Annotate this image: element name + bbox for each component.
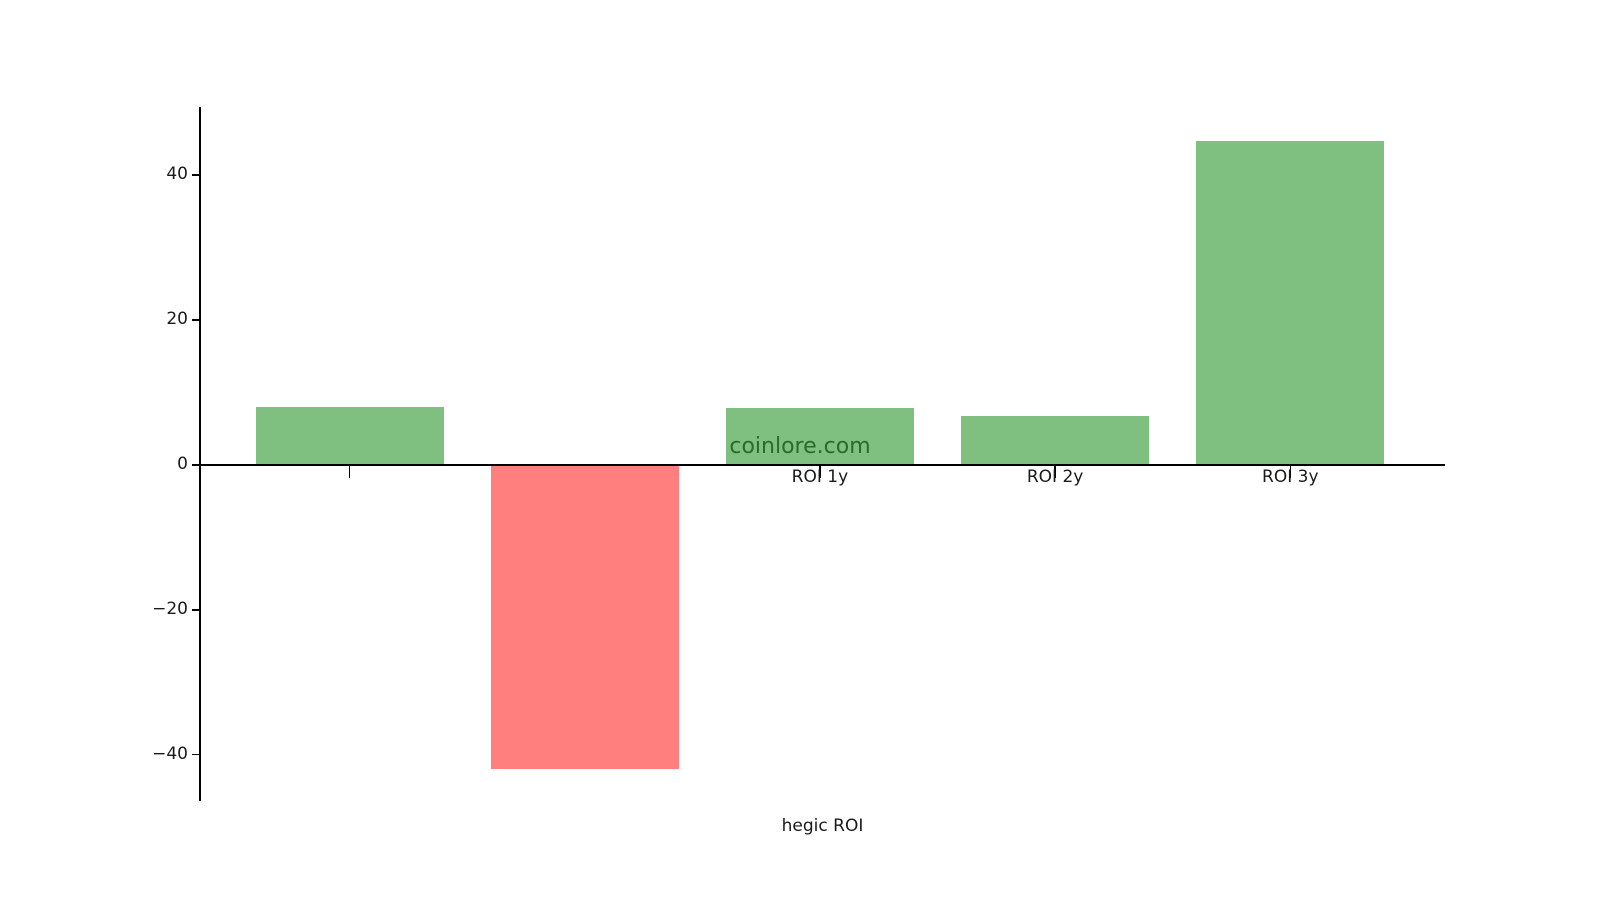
bar-positive <box>725 408 914 465</box>
watermark-text: coinlore.com <box>729 434 871 459</box>
y-tick-mark <box>192 608 200 611</box>
x-tick-mark <box>819 464 821 478</box>
y-tick-label: 20 <box>166 309 188 330</box>
x-tick-mark <box>1054 464 1056 478</box>
x-tick-label: ROI 1y <box>791 466 849 487</box>
bar-positive <box>961 415 1150 465</box>
x-axis-title: hegic ROI <box>781 816 864 836</box>
y-tick-mark <box>192 319 200 321</box>
y-tick-mark <box>192 753 200 756</box>
x-tick-label: ROI 3y <box>1262 466 1319 487</box>
bar-negative <box>490 464 679 770</box>
y-tick-mark <box>192 174 200 176</box>
y-axis-spine <box>199 107 201 801</box>
bar-positive <box>1196 141 1385 465</box>
bar-positive <box>255 406 444 465</box>
x-tick-label: ROI 2y <box>1026 466 1084 487</box>
y-tick-label: 40 <box>166 164 188 185</box>
x-axis-line <box>200 464 1445 466</box>
y-tick-label: 0 <box>177 454 188 475</box>
x-tick-mark <box>1289 464 1292 478</box>
y-tick-label: −20 <box>152 598 188 619</box>
y-tick-label: −40 <box>152 743 188 764</box>
y-tick-mark <box>192 464 200 466</box>
x-tick-mark <box>348 464 351 478</box>
